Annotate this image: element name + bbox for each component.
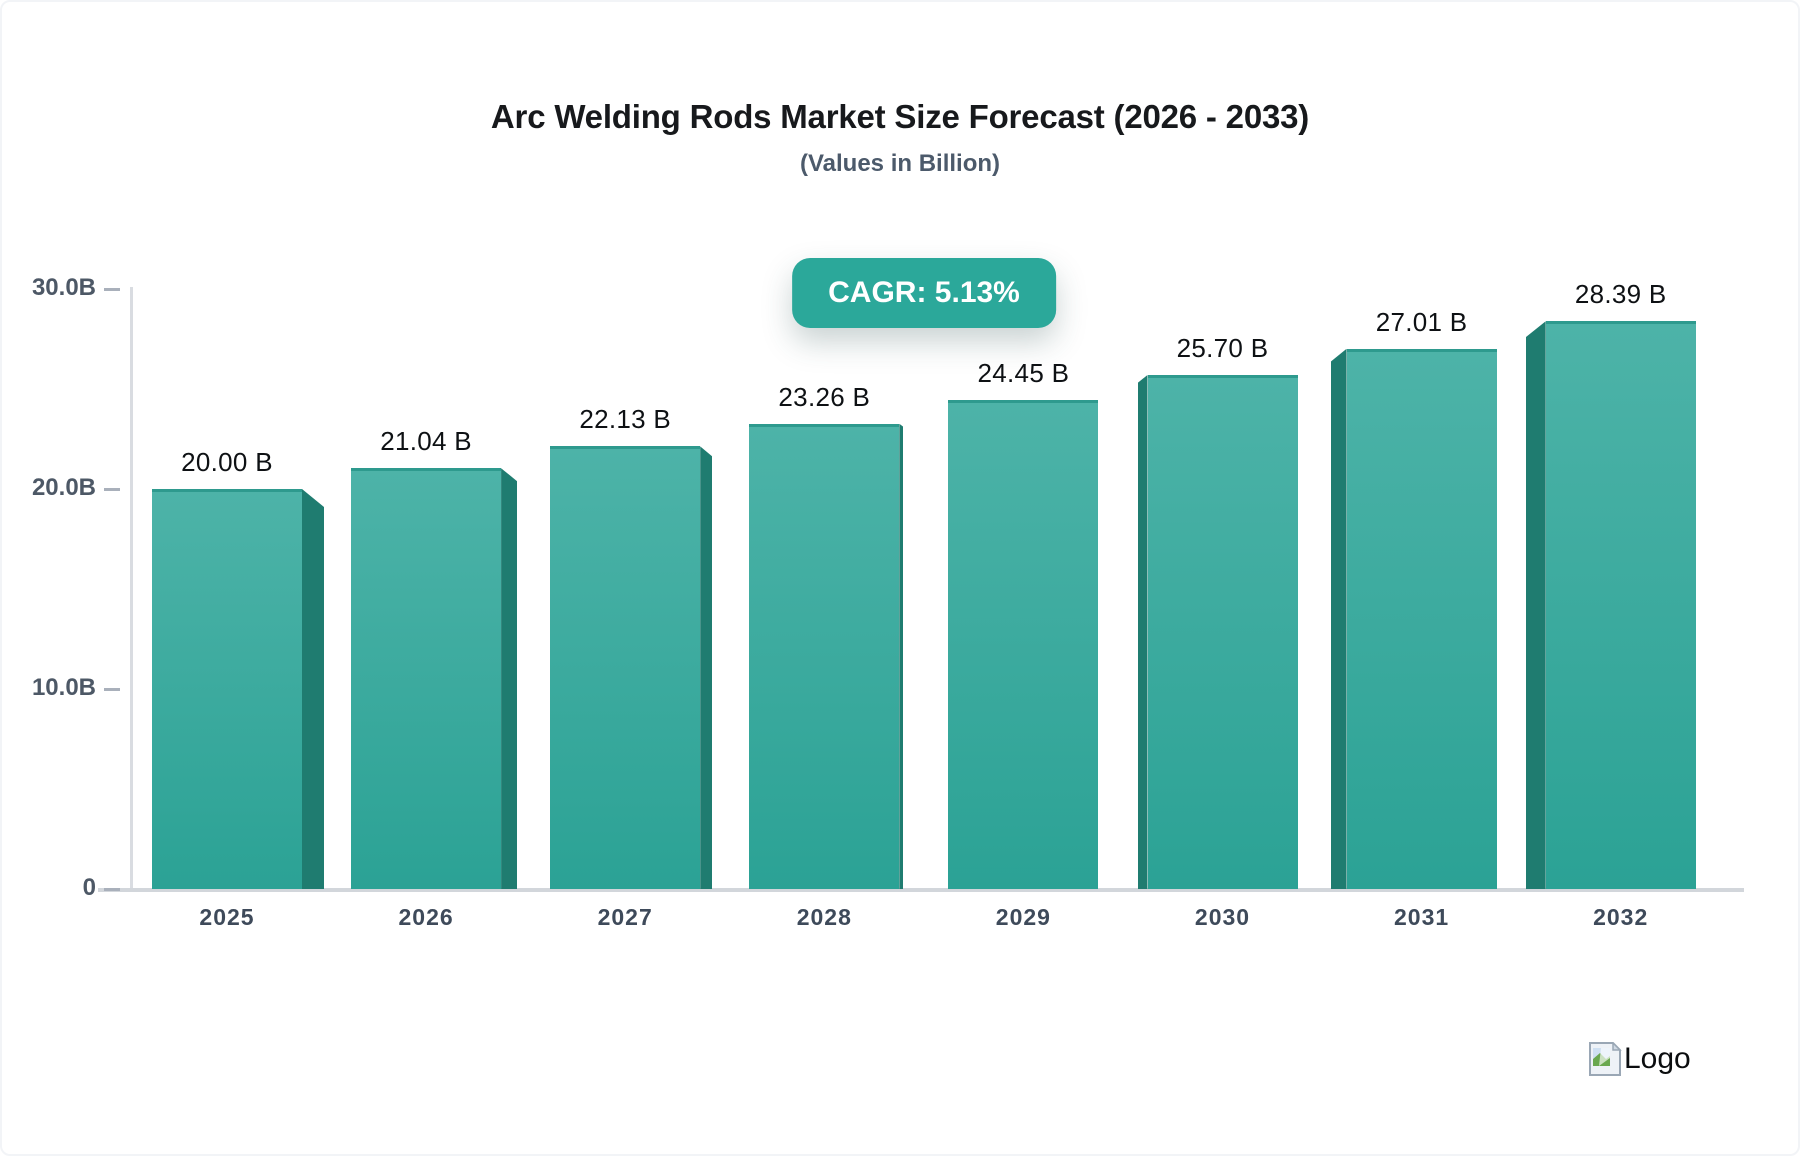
chart-subtitle: (Values in Billion) (799, 150, 1001, 177)
chart-title: Arc Welding Rods Market Size Forecast (2… (490, 98, 1310, 135)
x-tick-label: 2031 (1394, 904, 1450, 930)
bar-value-label: 21.04 B (380, 426, 472, 457)
bar-value-label: 25.70 B (1176, 333, 1269, 363)
bar-side-2026 (501, 468, 518, 889)
bar-value-label: 27.01 B (1375, 306, 1468, 337)
y-tick-label: 0 (82, 874, 96, 901)
x-tick-label: 2030 (1194, 904, 1251, 930)
bar-2030 (1147, 375, 1298, 889)
y-tick-mark (104, 688, 120, 691)
bar-2025 (152, 489, 302, 889)
y-tick-mark (104, 288, 120, 291)
x-tick-label: 2027 (597, 904, 653, 930)
bar-value-label: 28.39 B (1574, 279, 1667, 310)
x-tick-label: 2028 (796, 904, 852, 930)
cagr-badge: CAGR: 5.13% (792, 258, 1056, 328)
bar-2026 (351, 468, 502, 889)
bar-2027 (550, 446, 701, 889)
bar-value-label: 22.13 B (579, 404, 672, 435)
x-axis-line (98, 888, 1744, 892)
x-tick-label: 2032 (1593, 904, 1649, 930)
bar-2031 (1346, 348, 1497, 889)
bar-value-label: 23.26 B (778, 381, 871, 412)
bar-value-label: 20.00 B (181, 447, 273, 477)
bar-side-2027 (700, 446, 713, 889)
y-axis-line (130, 287, 133, 892)
bar-side-2032 (1525, 321, 1546, 889)
y-tick-label: 30.0B (31, 274, 96, 301)
bar-2029 (948, 400, 1099, 889)
x-tick-label: 2026 (398, 904, 454, 930)
y-tick-mark (104, 488, 120, 491)
bar-side-2028 (899, 423, 904, 889)
x-tick-label: 2029 (995, 904, 1051, 930)
y-tick-label: 10.0B (31, 674, 96, 701)
bar-value-label: 24.45 B (977, 358, 1070, 388)
broken-image-icon (1589, 1042, 1622, 1076)
logo: Logo (1587, 1042, 1691, 1076)
bar-side-2030 (1137, 375, 1148, 889)
bar-2032 (1545, 321, 1696, 889)
x-tick-label: 2025 (199, 904, 255, 930)
y-tick-label: 20.0B (31, 474, 96, 501)
y-tick-mark (104, 888, 120, 891)
bar-side-2025 (302, 489, 324, 889)
logo-text: Logo (1624, 1042, 1691, 1075)
bar-2028 (749, 423, 900, 889)
bar-side-2031 (1330, 348, 1347, 889)
